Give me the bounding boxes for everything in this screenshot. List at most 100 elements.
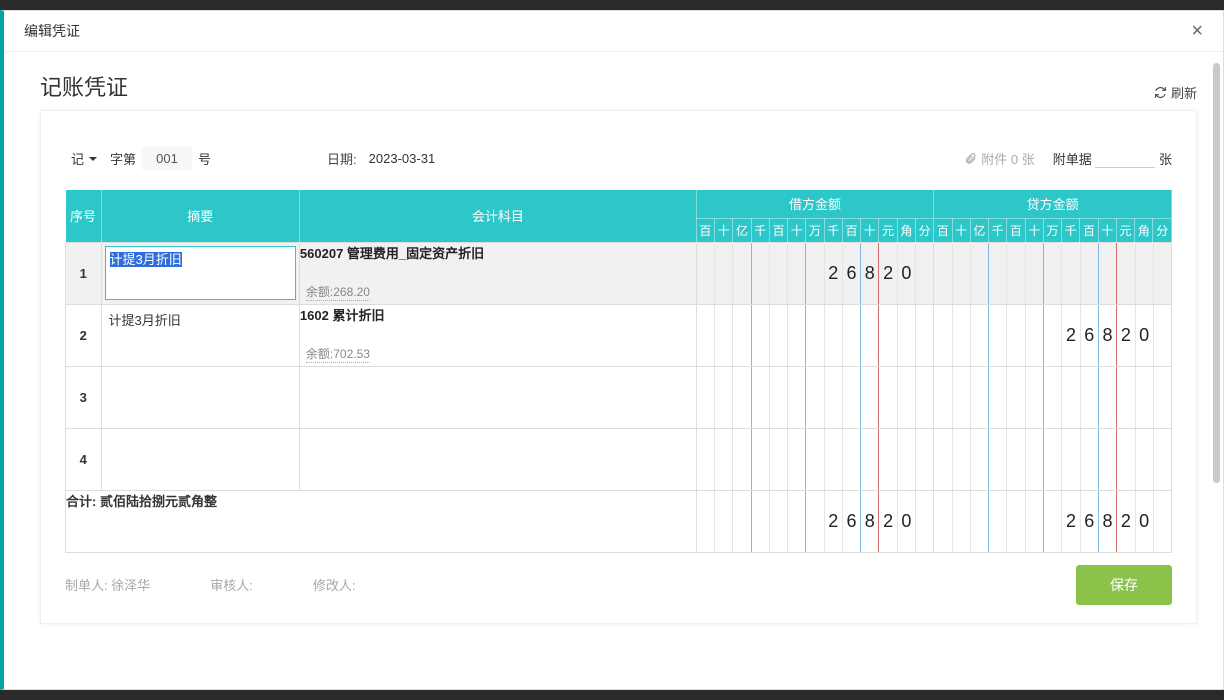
digit-cell[interactable] (1117, 243, 1135, 304)
digit-cell[interactable] (1099, 243, 1117, 304)
digit-cell[interactable]: 0 (1136, 305, 1154, 366)
digit-cell[interactable] (1062, 429, 1080, 490)
digit-cell[interactable] (1154, 305, 1171, 366)
digit-cell[interactable] (916, 429, 933, 490)
digit-cell[interactable] (1154, 367, 1171, 428)
digit-cell[interactable] (1154, 491, 1171, 552)
digit-cell[interactable] (752, 429, 770, 490)
digit-cell[interactable]: 2 (1062, 305, 1080, 366)
digit-cell[interactable]: 8 (861, 243, 879, 304)
digit-cell[interactable] (1044, 491, 1062, 552)
digit-cell[interactable] (770, 367, 788, 428)
digit-cell[interactable] (733, 367, 751, 428)
digit-cell[interactable] (1081, 367, 1099, 428)
digit-cell[interactable]: 2 (1062, 491, 1080, 552)
digit-cell[interactable] (733, 305, 751, 366)
digit-cell[interactable] (752, 243, 770, 304)
digit-cell[interactable] (1044, 243, 1062, 304)
digit-cell[interactable]: 6 (1081, 305, 1099, 366)
digit-cell[interactable] (934, 243, 952, 304)
digit-cell[interactable] (843, 305, 861, 366)
digit-cell[interactable] (879, 305, 897, 366)
digit-cell[interactable] (697, 243, 715, 304)
subject-cell[interactable] (299, 428, 696, 490)
digit-cell[interactable] (806, 243, 824, 304)
digit-cell[interactable] (788, 491, 806, 552)
digit-cell[interactable] (916, 491, 933, 552)
digit-cell[interactable] (953, 243, 971, 304)
digit-cell[interactable] (971, 305, 989, 366)
digit-cell[interactable] (1044, 367, 1062, 428)
digit-cell[interactable] (861, 367, 879, 428)
digit-cell[interactable] (1136, 429, 1154, 490)
digit-cell[interactable] (989, 305, 1007, 366)
digit-cell[interactable] (733, 429, 751, 490)
digit-cell[interactable] (733, 243, 751, 304)
digit-cell[interactable] (1117, 429, 1135, 490)
digit-cell[interactable]: 0 (898, 491, 916, 552)
voucher-type-select[interactable]: 记 (65, 145, 104, 172)
digit-cell[interactable] (715, 491, 733, 552)
digit-cell[interactable] (770, 305, 788, 366)
credit-amount[interactable] (934, 242, 1172, 304)
digit-cell[interactable] (916, 243, 933, 304)
credit-amount[interactable] (934, 366, 1172, 428)
credit-amount[interactable]: 26820 (934, 304, 1172, 366)
digit-cell[interactable] (806, 367, 824, 428)
digit-cell[interactable] (989, 429, 1007, 490)
digit-cell[interactable] (953, 491, 971, 552)
digit-cell[interactable] (971, 491, 989, 552)
debit-amount[interactable] (696, 366, 933, 428)
digit-cell[interactable] (953, 367, 971, 428)
close-icon[interactable]: × (1191, 21, 1203, 41)
digit-cell[interactable] (879, 429, 897, 490)
subject-cell[interactable]: 1602 累计折旧余额:702.53 (299, 304, 696, 366)
digit-cell[interactable] (1099, 429, 1117, 490)
digit-cell[interactable] (1026, 243, 1044, 304)
digit-cell[interactable] (843, 367, 861, 428)
digit-cell[interactable] (1026, 491, 1044, 552)
digit-cell[interactable] (1007, 243, 1025, 304)
digit-cell[interactable] (1081, 429, 1099, 490)
digit-cell[interactable] (953, 305, 971, 366)
digit-cell[interactable]: 8 (1099, 491, 1117, 552)
summary-cell[interactable] (101, 428, 299, 490)
digit-cell[interactable] (825, 367, 843, 428)
digit-cell[interactable] (788, 305, 806, 366)
digit-cell[interactable] (1007, 367, 1025, 428)
digit-cell[interactable] (898, 429, 916, 490)
digit-cell[interactable]: 2 (1117, 305, 1135, 366)
digit-cell[interactable] (861, 429, 879, 490)
digit-cell[interactable] (989, 243, 1007, 304)
digit-cell[interactable] (1026, 367, 1044, 428)
digit-cell[interactable] (989, 367, 1007, 428)
date-input[interactable] (363, 147, 473, 170)
digit-cell[interactable] (861, 305, 879, 366)
digit-cell[interactable] (1044, 305, 1062, 366)
digit-cell[interactable] (770, 243, 788, 304)
digit-cell[interactable] (971, 367, 989, 428)
digit-cell[interactable] (770, 491, 788, 552)
digit-cell[interactable]: 8 (861, 491, 879, 552)
summary-cell[interactable]: 计提3月折旧 (101, 242, 299, 304)
debit-amount[interactable] (696, 428, 933, 490)
digit-cell[interactable] (916, 305, 933, 366)
digit-cell[interactable] (1007, 305, 1025, 366)
digit-cell[interactable] (1007, 429, 1025, 490)
digit-cell[interactable] (898, 367, 916, 428)
digit-cell[interactable] (1154, 429, 1171, 490)
digit-cell[interactable] (934, 491, 952, 552)
digit-cell[interactable] (825, 305, 843, 366)
digit-cell[interactable] (1062, 243, 1080, 304)
digit-cell[interactable] (1026, 429, 1044, 490)
attached-docs-input[interactable] (1095, 152, 1155, 168)
digit-cell[interactable] (788, 367, 806, 428)
voucher-number-input[interactable] (142, 147, 192, 170)
digit-cell[interactable] (1136, 243, 1154, 304)
summary-cell[interactable] (101, 366, 299, 428)
digit-cell[interactable] (733, 491, 751, 552)
refresh-button[interactable]: 刷新 (1154, 83, 1197, 102)
digit-cell[interactable] (843, 429, 861, 490)
digit-cell[interactable]: 2 (879, 243, 897, 304)
digit-cell[interactable] (934, 305, 952, 366)
